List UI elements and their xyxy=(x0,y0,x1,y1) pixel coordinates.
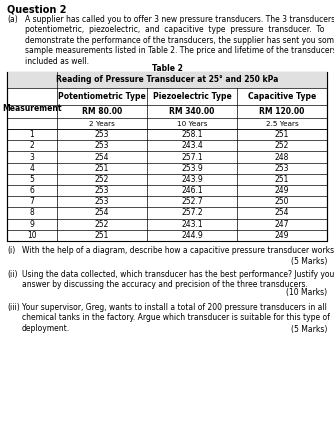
Text: 2 Years: 2 Years xyxy=(89,121,115,126)
Text: 4: 4 xyxy=(30,164,34,173)
Text: 243.4: 243.4 xyxy=(181,141,203,150)
Text: 253: 253 xyxy=(95,130,109,139)
Text: Table 2: Table 2 xyxy=(152,64,182,73)
Text: RM 340.00: RM 340.00 xyxy=(169,107,215,116)
Text: 247: 247 xyxy=(275,220,289,229)
Text: (10 Marks): (10 Marks) xyxy=(286,288,327,297)
Text: 254: 254 xyxy=(95,208,109,218)
Text: (5 Marks): (5 Marks) xyxy=(291,257,327,266)
Text: (iii): (iii) xyxy=(7,303,20,312)
Text: 258.1: 258.1 xyxy=(181,130,203,139)
Text: 243.1: 243.1 xyxy=(181,220,203,229)
Text: 251: 251 xyxy=(95,231,109,240)
Text: 252.7: 252.7 xyxy=(181,197,203,206)
Text: 10: 10 xyxy=(27,231,37,240)
Text: 248: 248 xyxy=(275,153,289,162)
Text: Using the data collected, which transducer has the best performance? Justify you: Using the data collected, which transduc… xyxy=(22,270,334,289)
Text: 251: 251 xyxy=(95,164,109,173)
Text: 249: 249 xyxy=(275,231,289,240)
Text: 257.1: 257.1 xyxy=(181,153,203,162)
Text: Question 2: Question 2 xyxy=(7,4,66,14)
Text: 254: 254 xyxy=(275,208,289,218)
Text: Your supervisor, Greg, wants to install a total of 200 pressure transducers in a: Your supervisor, Greg, wants to install … xyxy=(22,303,330,333)
Text: (a): (a) xyxy=(7,15,18,24)
Text: 1: 1 xyxy=(30,130,34,139)
Text: 252: 252 xyxy=(275,141,289,150)
Text: 246.1: 246.1 xyxy=(181,186,203,195)
Bar xyxy=(7,72,327,88)
Text: 10 Years: 10 Years xyxy=(177,121,207,126)
Text: 252: 252 xyxy=(95,175,109,184)
Text: 7: 7 xyxy=(30,197,34,206)
Text: 9: 9 xyxy=(30,220,34,229)
Text: 249: 249 xyxy=(275,186,289,195)
Text: 253.9: 253.9 xyxy=(181,164,203,173)
Text: (ii): (ii) xyxy=(7,270,17,279)
Text: 253: 253 xyxy=(275,164,289,173)
Text: Measurement: Measurement xyxy=(2,104,62,113)
Text: 244.9: 244.9 xyxy=(181,231,203,240)
Text: 251: 251 xyxy=(275,130,289,139)
Text: 250: 250 xyxy=(275,197,289,206)
Text: Piezoelectric Type: Piezoelectric Type xyxy=(153,92,231,101)
Text: (i): (i) xyxy=(7,246,15,255)
Text: Reading of Pressure Transducer at 25° and 250 kPa: Reading of Pressure Transducer at 25° an… xyxy=(56,76,278,84)
Text: 5: 5 xyxy=(30,175,34,184)
Bar xyxy=(7,72,327,241)
Text: Potentiometric Type: Potentiometric Type xyxy=(58,92,146,101)
Text: 253: 253 xyxy=(95,197,109,206)
Text: (5 Marks): (5 Marks) xyxy=(291,325,327,334)
Text: RM 120.00: RM 120.00 xyxy=(259,107,305,116)
Text: Capacitive Type: Capacitive Type xyxy=(248,92,316,101)
Text: 251: 251 xyxy=(275,175,289,184)
Text: 257.2: 257.2 xyxy=(181,208,203,218)
Text: 3: 3 xyxy=(30,153,34,162)
Text: 2.5 Years: 2.5 Years xyxy=(266,121,298,126)
Text: 8: 8 xyxy=(30,208,34,218)
Text: 2: 2 xyxy=(30,141,34,150)
Text: 243.9: 243.9 xyxy=(181,175,203,184)
Text: 253: 253 xyxy=(95,141,109,150)
Text: A supplier has called you to offer 3 new pressure transducers. The 3 transducers: A supplier has called you to offer 3 new… xyxy=(25,15,334,66)
Text: RM 80.00: RM 80.00 xyxy=(82,107,122,116)
Text: 6: 6 xyxy=(30,186,34,195)
Text: With the help of a diagram, describe how a capacitive pressure transducer works.: With the help of a diagram, describe how… xyxy=(22,246,334,255)
Text: 254: 254 xyxy=(95,153,109,162)
Text: 252: 252 xyxy=(95,220,109,229)
Text: 253: 253 xyxy=(95,186,109,195)
